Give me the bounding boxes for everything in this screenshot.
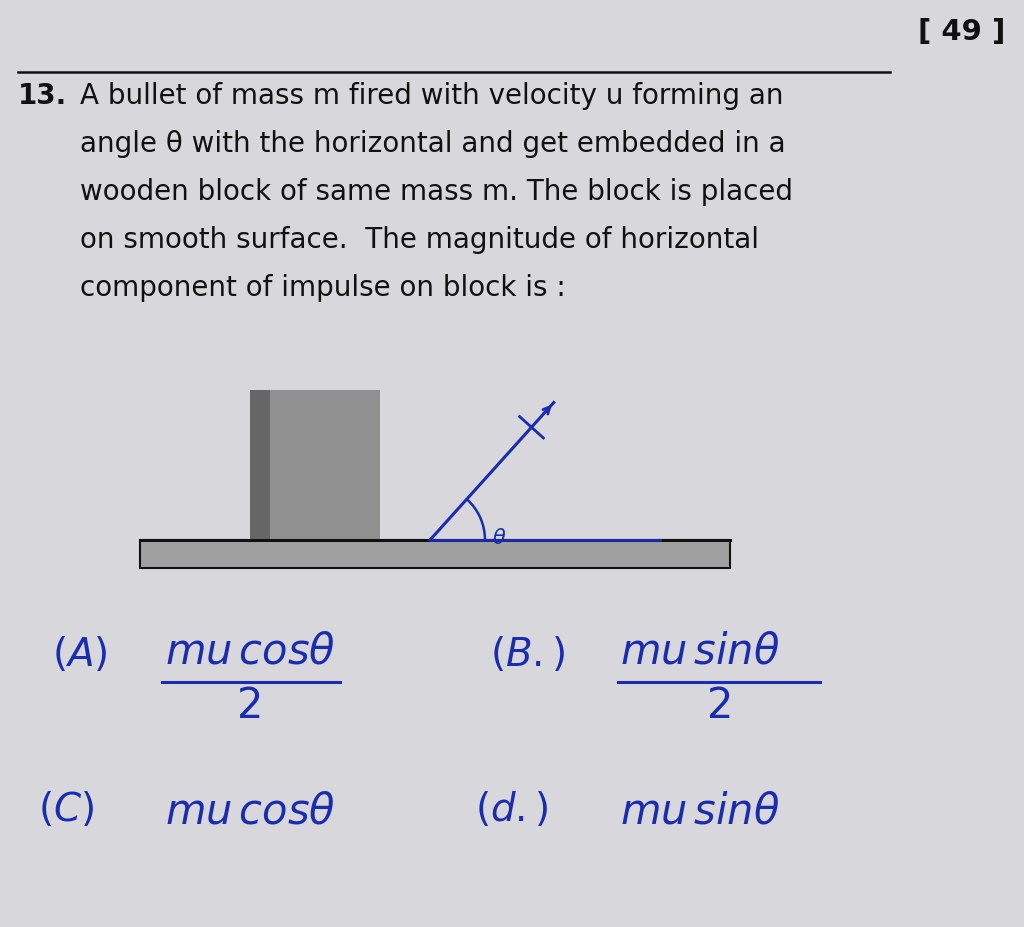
Bar <box>140 540 730 568</box>
Text: [ 49 ]: [ 49 ] <box>918 18 1005 46</box>
Bar <box>250 390 270 540</box>
Text: A bullet of mass m fired with velocity u forming an: A bullet of mass m fired with velocity u… <box>80 82 783 110</box>
Text: $\left(A\right)$: $\left(A\right)$ <box>52 635 108 674</box>
Text: angle θ with the horizontal and get embedded in a: angle θ with the horizontal and get embe… <box>80 130 785 158</box>
Text: $\left(d.\right)$: $\left(d.\right)$ <box>475 790 549 829</box>
Text: component of impulse on block is :: component of impulse on block is : <box>80 274 565 302</box>
Text: $mu\,sin\theta$: $mu\,sin\theta$ <box>620 790 780 832</box>
Text: $mu\,cos\theta$: $mu\,cos\theta$ <box>165 630 336 672</box>
Text: $mu\,cos\theta$: $mu\,cos\theta$ <box>165 790 336 832</box>
Text: $\left(B.\right)$: $\left(B.\right)$ <box>490 635 565 674</box>
Text: on smooth surface.  The magnitude of horizontal: on smooth surface. The magnitude of hori… <box>80 226 759 254</box>
Text: wooden block of same mass m. The block is placed: wooden block of same mass m. The block i… <box>80 178 793 206</box>
Text: $\left(C\right)$: $\left(C\right)$ <box>38 790 94 829</box>
Text: $mu\,sin\theta$: $mu\,sin\theta$ <box>620 630 780 672</box>
Text: $2$: $2$ <box>706 685 730 727</box>
Bar <box>250 390 380 540</box>
Text: $2$: $2$ <box>236 685 260 727</box>
Text: 13.: 13. <box>18 82 68 110</box>
Text: $\theta$: $\theta$ <box>492 528 507 548</box>
